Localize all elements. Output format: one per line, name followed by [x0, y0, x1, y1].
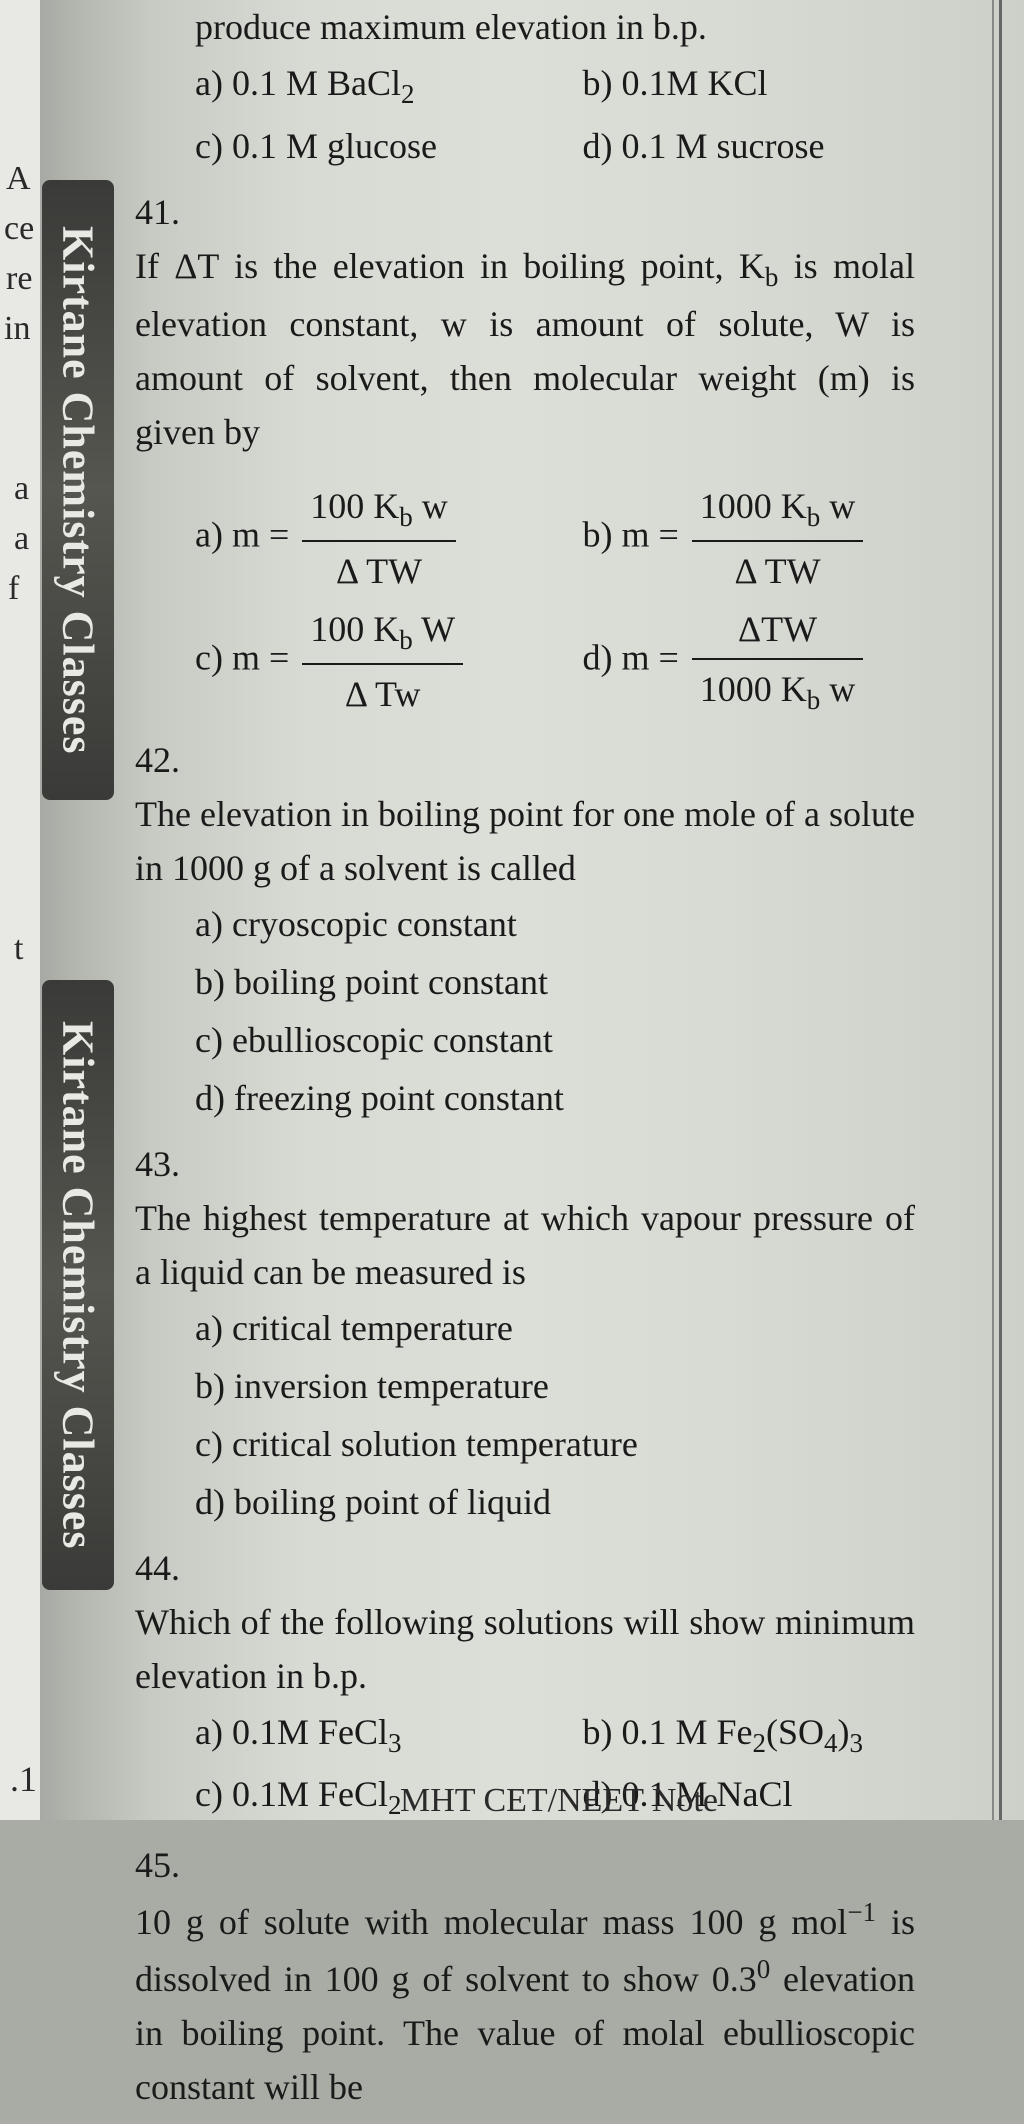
q42-option-c: c) ebullioscopic constant: [195, 1011, 970, 1069]
question-number: 41.: [135, 185, 195, 239]
q41-option-c: c) m = 100 Kb W Δ Tw: [195, 600, 583, 723]
q40-options: a) 0.1 M BaCl2 b) 0.1M KCl c) 0.1 M gluc…: [195, 54, 970, 175]
question-stem: The highest temperature at which vapour …: [135, 1191, 915, 1299]
page-number: .1: [10, 1758, 37, 1800]
fraction: 1000 Kb w Δ TW: [692, 479, 864, 598]
q43-option-a: a) critical temperature: [195, 1299, 970, 1357]
question-stem: If ΔT is the elevation in boiling point,…: [135, 239, 915, 460]
q42-option-a: a) cryoscopic constant: [195, 895, 970, 953]
question-number: 42.: [135, 733, 195, 787]
question-number: 44.: [135, 1541, 195, 1595]
question-stem: The elevation in boiling point for one m…: [135, 787, 915, 895]
fraction: 100 Kb W Δ Tw: [302, 602, 463, 721]
q41-options: a) m = 100 Kb w Δ TW b) m = 1000 Kb w Δ …: [195, 477, 970, 722]
margin-text: a: [14, 470, 29, 508]
margin-text: a: [14, 520, 29, 558]
left-margin-fragments: A ce re in a a f t: [0, 0, 40, 1820]
q40-option-b: b) 0.1M KCl: [583, 54, 971, 117]
question-40-fragment: produce maximum elevation in b.p. a) 0.1…: [135, 0, 970, 175]
question-stem: Which of the following solutions will sh…: [135, 1595, 915, 1703]
footer-text: MHT CET/NEET Note: [400, 1782, 718, 1820]
question-43: 43. The highest temperature at which vap…: [135, 1137, 970, 1531]
q41-option-b: b) m = 1000 Kb w Δ TW: [583, 477, 971, 600]
q42-option-d: d) freezing point constant: [195, 1069, 970, 1127]
margin-text: re: [6, 260, 32, 298]
q43-options: a) critical temperature b) inversion tem…: [195, 1299, 970, 1531]
question-stem: 10 g of solute with molecular mass 100 g…: [135, 1892, 915, 2114]
margin-text: t: [14, 930, 23, 968]
exam-page: A ce re in a a f t Kirtane Chemistry Cla…: [0, 0, 1024, 1820]
q44-option-a: a) 0.1M FeCl3: [195, 1703, 583, 1766]
q44-option-b: b) 0.1 M Fe2(SO4)3: [583, 1703, 971, 1766]
fraction: 100 Kb w Δ TW: [302, 479, 456, 598]
q42-options: a) cryoscopic constant b) boiling point …: [195, 895, 970, 1127]
q42-option-b: b) boiling point constant: [195, 953, 970, 1011]
book-spine-1: Kirtane Chemistry Classes: [42, 180, 114, 800]
q43-option-b: b) inversion temperature: [195, 1357, 970, 1415]
fraction: ΔTW 1000 Kb w: [692, 602, 864, 721]
margin-text: f: [8, 570, 19, 608]
q41-option-d: d) m = ΔTW 1000 Kb w: [583, 600, 971, 723]
question-41: 41. If ΔT is the elevation in boiling po…: [135, 185, 970, 723]
q40-option-d: d) 0.1 M sucrose: [583, 117, 971, 175]
margin-text: ce: [4, 210, 34, 248]
question-45: 45. 10 g of solute with molecular mass 1…: [135, 1838, 970, 2114]
q43-option-c: c) critical solution temperature: [195, 1415, 970, 1473]
margin-text: in: [4, 310, 30, 348]
question-42: 42. The elevation in boiling point for o…: [135, 733, 970, 1127]
question-number: 43.: [135, 1137, 195, 1191]
q40-option-c: c) 0.1 M glucose: [195, 117, 583, 175]
q40-option-a: a) 0.1 M BaCl2: [195, 54, 583, 117]
q43-option-d: d) boiling point of liquid: [195, 1473, 970, 1531]
q40-stem: produce maximum elevation in b.p.: [195, 7, 707, 47]
book-spine-2: Kirtane Chemistry Classes: [42, 980, 114, 1590]
q41-option-a: a) m = 100 Kb w Δ TW: [195, 477, 583, 600]
margin-text: A: [6, 160, 31, 198]
question-number: 45.: [135, 1838, 195, 1892]
